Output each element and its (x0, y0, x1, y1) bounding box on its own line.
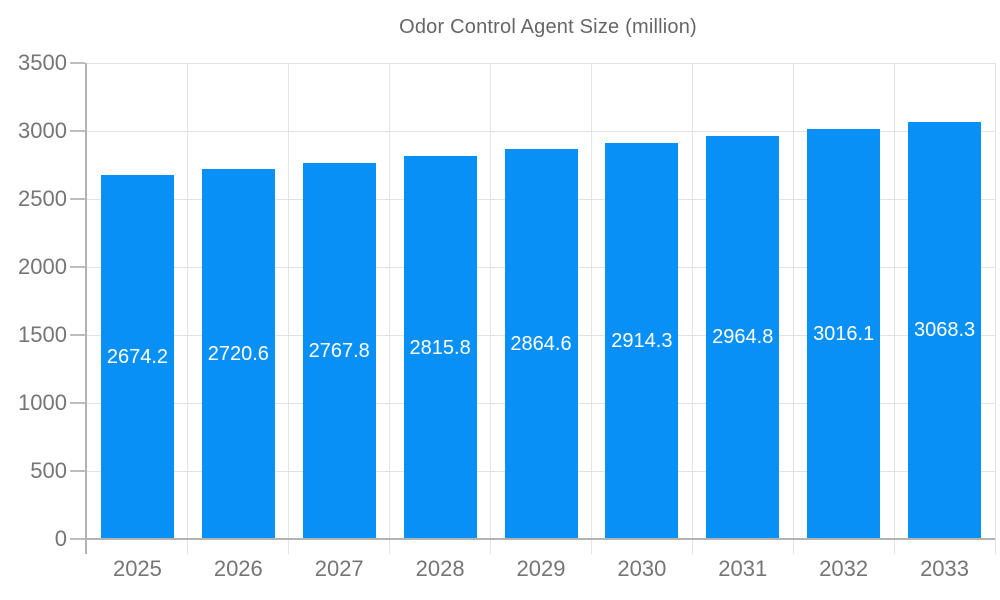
y-tick-label: 3000 (18, 118, 67, 143)
y-tick-mark (70, 198, 85, 200)
y-tick-label: 1000 (18, 390, 67, 415)
y-tick-mark (70, 266, 85, 268)
bar[interactable] (807, 128, 881, 539)
bar-value-label: 2720.6 (207, 342, 269, 365)
y-tick-mark (70, 334, 85, 336)
x-gridline (288, 63, 290, 554)
y-tick-mark (70, 402, 85, 404)
x-gridline (590, 63, 592, 554)
bar-value-label: 2864.6 (510, 333, 572, 356)
x-tick-label: 2033 (920, 556, 970, 581)
y-tick-label: 500 (30, 458, 67, 483)
y-gridline (87, 62, 995, 64)
legend[interactable]: Odor Control Agent Size (million) (0, 16, 1000, 39)
bar-value-label: 2767.8 (308, 339, 370, 362)
y-tick-mark (70, 62, 85, 64)
bar[interactable] (908, 121, 982, 539)
x-tick-label: 2025 (112, 556, 162, 581)
legend-swatch-icon (303, 16, 382, 39)
x-tick-label: 2028 (415, 556, 465, 581)
bar-value-label: 2964.8 (712, 326, 774, 349)
y-tick-label: 0 (54, 526, 67, 551)
x-tick-label: 2032 (819, 556, 869, 581)
bar-value-label: 2674.2 (106, 346, 169, 369)
y-tick-label: 2500 (18, 186, 67, 211)
y-tick-mark (70, 130, 85, 132)
y-tick-label: 2000 (18, 254, 67, 279)
bar[interactable] (706, 135, 780, 539)
x-tick-label: 2031 (718, 556, 768, 581)
x-gridline (893, 63, 895, 554)
x-axis-line (85, 538, 995, 540)
bar-value-label: 3068.3 (913, 319, 976, 342)
plot-area: 2674.2 2720.6 2767.8 2815.8 2864.6 2914.3 2964… (85, 62, 996, 554)
x-tick-label: 2029 (516, 556, 566, 581)
x-gridline (994, 63, 996, 554)
x-gridline (187, 63, 189, 554)
y-gridline (87, 130, 995, 132)
x-tick-label: 2030 (617, 556, 667, 581)
bar[interactable] (504, 149, 578, 539)
bar-value-label: 2815.8 (409, 336, 471, 359)
y-tick-mark (70, 470, 85, 472)
bar[interactable] (302, 162, 376, 539)
bar-value-label: 2914.3 (611, 329, 673, 352)
x-gridline (691, 63, 693, 554)
y-axis-line (85, 63, 87, 554)
bar-value-label: 3016.1 (813, 322, 875, 345)
x-tick-label: 2026 (213, 556, 263, 581)
y-tick-label: 3500 (18, 50, 67, 75)
x-tick-label: 2027 (314, 556, 364, 581)
x-gridline (389, 63, 391, 554)
y-tick-label: 1500 (18, 322, 67, 347)
x-gridline (490, 63, 492, 554)
legend-label: Odor Control Agent Size (million) (399, 16, 697, 38)
bar[interactable] (403, 156, 477, 539)
x-gridline (792, 63, 794, 554)
bar[interactable] (605, 142, 679, 539)
bar[interactable] (100, 175, 174, 539)
y-tick-mark (70, 538, 85, 540)
bar[interactable] (201, 169, 275, 539)
